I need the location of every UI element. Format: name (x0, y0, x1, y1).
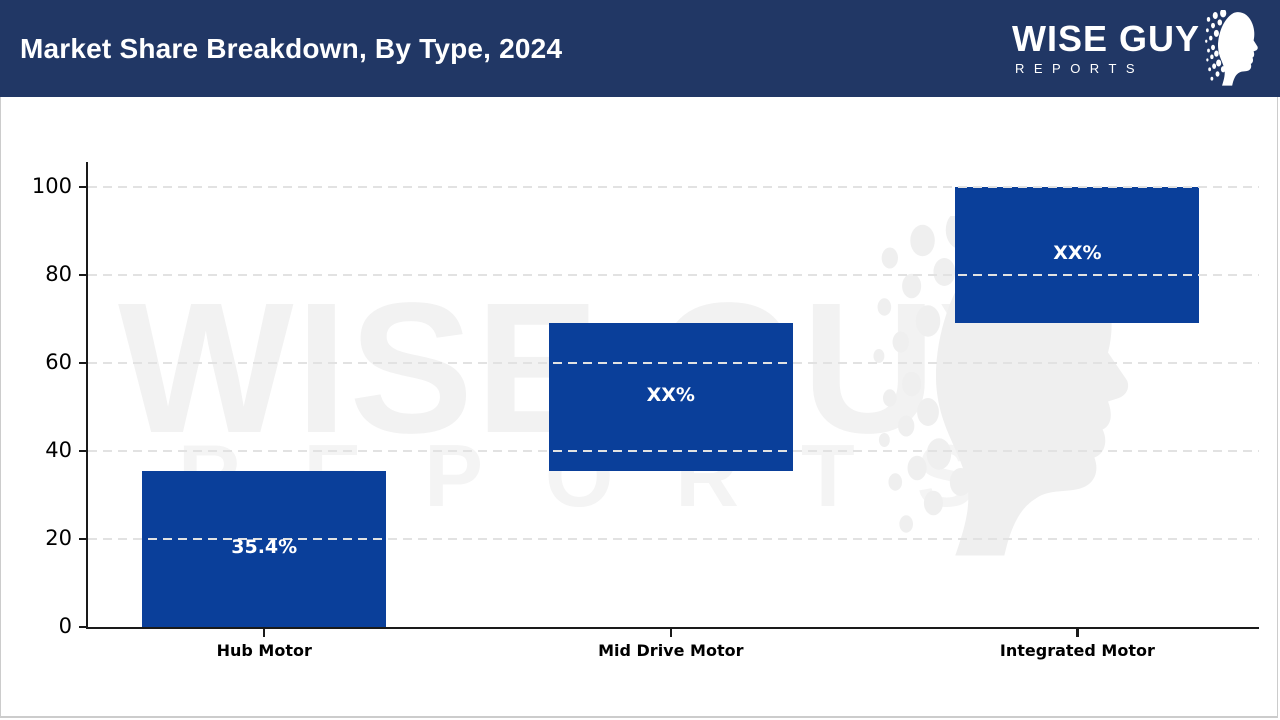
x-tick-mark (263, 629, 266, 637)
gridline (88, 538, 1259, 540)
bar-value-label: XX% (1053, 242, 1102, 265)
wise-guy-logo: WISE GUY REPORTS (1011, 9, 1266, 88)
gridline (88, 450, 1259, 452)
header-banner: Market Share Breakdown, By Type, 2024 WI… (0, 0, 1280, 97)
y-axis-tick-label: 80 (45, 262, 72, 286)
y-tick-mark (79, 186, 88, 189)
bar-value-label: 35.4% (231, 536, 298, 559)
y-axis-spine (86, 162, 89, 629)
logo-text: WISE GUY REPORTS (1011, 18, 1200, 77)
bar-segment (142, 471, 387, 627)
x-axis-category-label: Hub Motor (216, 641, 312, 660)
y-axis-tick-label: 0 (58, 614, 72, 638)
y-axis-tick-label: 20 (45, 526, 72, 550)
y-tick-mark (79, 362, 88, 365)
x-axis-category-label: Mid Drive Motor (598, 641, 744, 660)
y-axis-tick-label: 40 (45, 438, 72, 462)
x-axis-spine (86, 627, 1259, 630)
page-title: Market Share Breakdown, By Type, 2024 (20, 32, 563, 64)
y-tick-mark (79, 626, 88, 629)
logo-face-icon (1205, 9, 1258, 86)
x-axis-category-label: Integrated Motor (999, 641, 1155, 660)
x-tick-mark (669, 629, 672, 637)
logo-brand-name: WISE GUY (1011, 18, 1200, 59)
bar-value-label: XX% (646, 384, 695, 407)
y-tick-mark (79, 450, 88, 453)
y-tick-mark (79, 274, 88, 277)
y-tick-mark (79, 538, 88, 541)
x-tick-mark (1076, 629, 1079, 637)
logo-brand-subtitle: REPORTS (1014, 61, 1145, 76)
bar-segment (548, 323, 793, 472)
y-axis-tick-label: 100 (31, 174, 72, 198)
y-axis-tick-label: 60 (45, 350, 72, 374)
gridline (88, 186, 1259, 188)
gridline (88, 362, 1259, 364)
gridline (88, 274, 1259, 276)
